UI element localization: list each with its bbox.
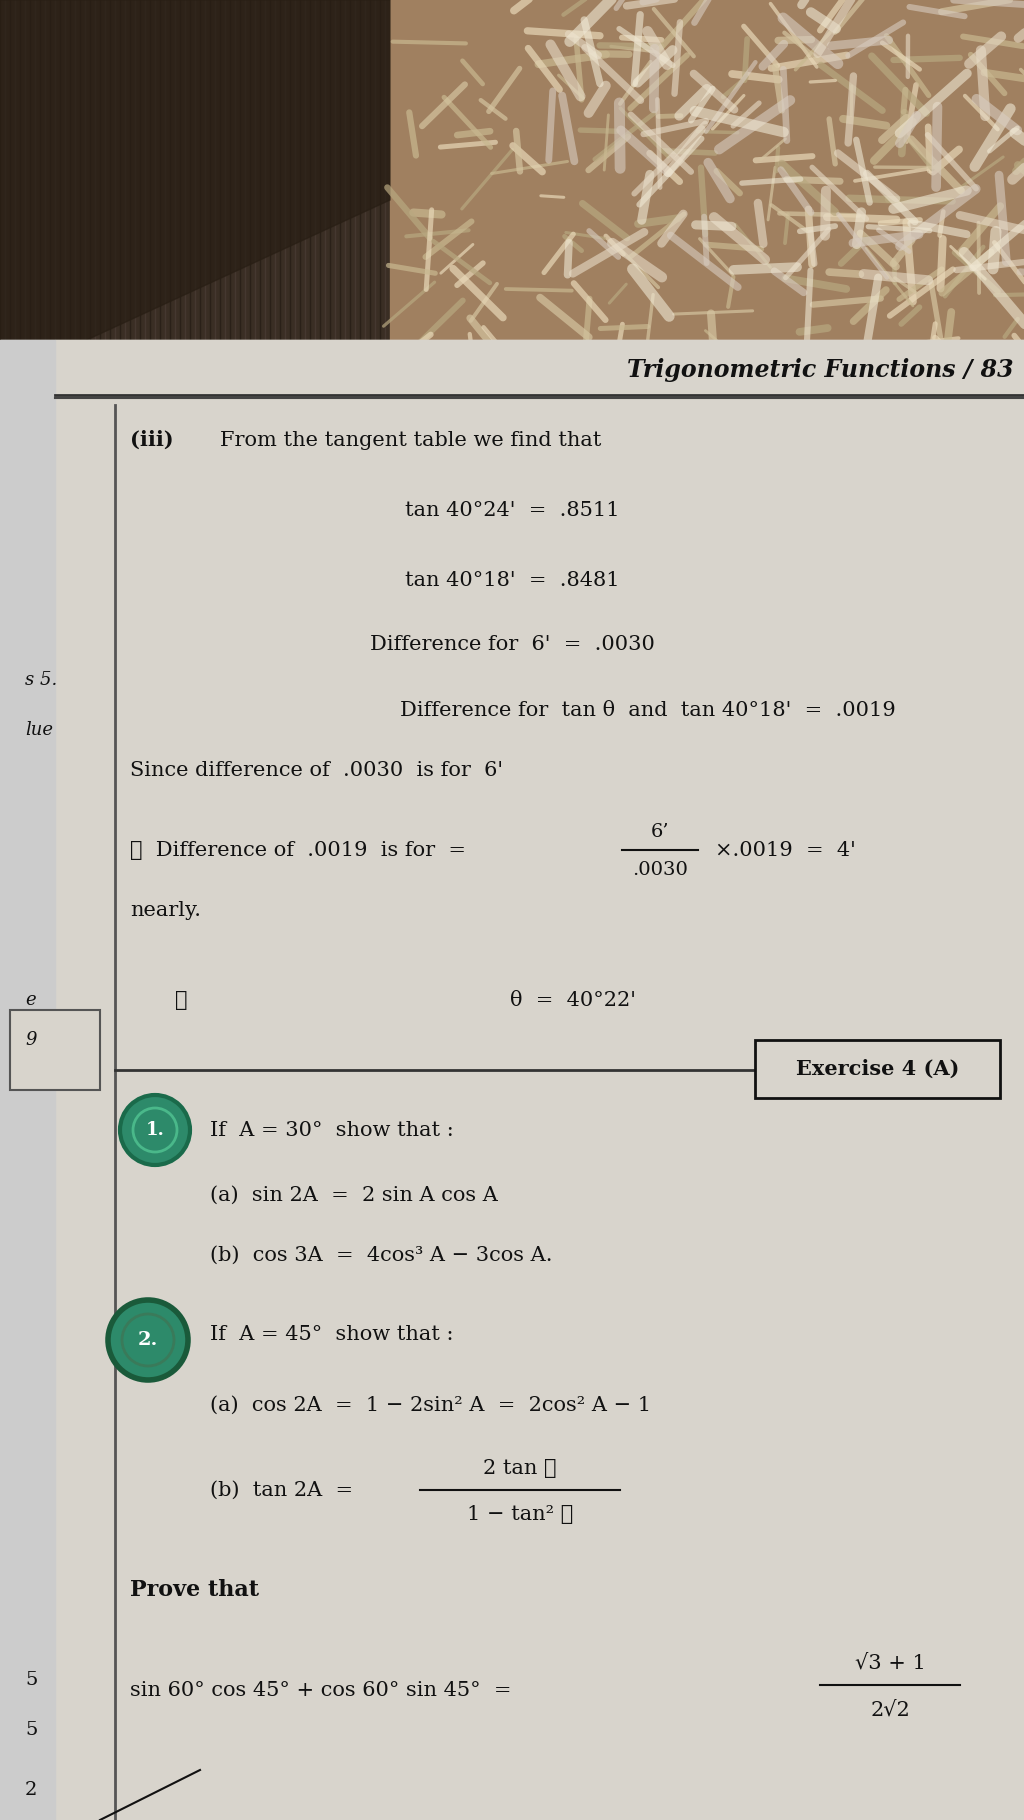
Text: (a)  sin 2A  =  2 sin A cos A: (a) sin 2A = 2 sin A cos A bbox=[210, 1185, 498, 1205]
Text: 1 − tan² Ａ: 1 − tan² Ａ bbox=[467, 1505, 573, 1525]
Text: (a)  cos 2A  =  1 − 2sin² A  =  2cos² A − 1: (a) cos 2A = 1 − 2sin² A = 2cos² A − 1 bbox=[210, 1396, 651, 1414]
Text: If  A = 30°  show that :: If A = 30° show that : bbox=[210, 1121, 454, 1139]
Bar bbox=[0, 340, 55, 1820]
Text: θ  =  40°22': θ = 40°22' bbox=[510, 990, 636, 1010]
Text: ∴: ∴ bbox=[175, 990, 187, 1010]
Text: 5: 5 bbox=[25, 1722, 37, 1738]
Text: s 5.: s 5. bbox=[25, 672, 57, 690]
Bar bbox=[755, 1039, 1000, 1097]
Text: 1.: 1. bbox=[145, 1121, 165, 1139]
Text: Trigonometric Functions / 83: Trigonometric Functions / 83 bbox=[627, 359, 1014, 382]
Text: 9: 9 bbox=[25, 1030, 37, 1048]
Text: tan 40°18'  =  .8481: tan 40°18' = .8481 bbox=[404, 570, 620, 590]
Text: lue: lue bbox=[25, 721, 53, 739]
Bar bbox=[0, 340, 1024, 1820]
Text: tan 40°24'  =  .8511: tan 40°24' = .8511 bbox=[404, 501, 620, 519]
Text: 2.: 2. bbox=[138, 1330, 158, 1349]
Circle shape bbox=[120, 1096, 190, 1165]
Text: If  A = 45°  show that :: If A = 45° show that : bbox=[210, 1325, 454, 1345]
Polygon shape bbox=[0, 0, 390, 380]
Text: (b)  cos 3A  =  4cos³ A − 3cos A.: (b) cos 3A = 4cos³ A − 3cos A. bbox=[210, 1245, 553, 1265]
Text: .0030: .0030 bbox=[632, 861, 688, 879]
Text: 5: 5 bbox=[25, 1671, 37, 1689]
Bar bbox=[55, 340, 1024, 1820]
Text: Difference for  tan θ  and  tan 40°18'  =  .0019: Difference for tan θ and tan 40°18' = .0… bbox=[400, 701, 896, 719]
Text: ×.0019  =  4': ×.0019 = 4' bbox=[715, 841, 856, 859]
Text: e: e bbox=[25, 992, 36, 1008]
Bar bbox=[10, 1010, 100, 1090]
Text: 6’: 6’ bbox=[650, 823, 670, 841]
Circle shape bbox=[108, 1299, 188, 1380]
Text: From the tangent table we find that: From the tangent table we find that bbox=[220, 431, 601, 450]
Text: 2: 2 bbox=[25, 1782, 37, 1798]
Text: 2 tan Ａ: 2 tan Ａ bbox=[483, 1458, 557, 1478]
Text: Exercise 4 (A): Exercise 4 (A) bbox=[797, 1059, 959, 1079]
Text: (b)  tan 2A  =: (b) tan 2A = bbox=[210, 1480, 353, 1500]
Text: nearly.: nearly. bbox=[130, 901, 201, 919]
Bar bbox=[0, 0, 430, 380]
Text: Difference for  6'  =  .0030: Difference for 6' = .0030 bbox=[370, 635, 654, 655]
Text: Since difference of  .0030  is for  6': Since difference of .0030 is for 6' bbox=[130, 761, 503, 779]
Text: √3 + 1: √3 + 1 bbox=[855, 1654, 926, 1673]
Text: 2√2: 2√2 bbox=[870, 1700, 910, 1720]
Text: Prove that: Prove that bbox=[130, 1580, 259, 1602]
Text: sin 60° cos 45° + cos 60° sin 45°  =: sin 60° cos 45° + cos 60° sin 45° = bbox=[130, 1680, 512, 1700]
Text: (iii): (iii) bbox=[130, 430, 174, 450]
Bar bbox=[390, 0, 1024, 400]
Text: ∴  Difference of  .0019  is for  =: ∴ Difference of .0019 is for = bbox=[130, 841, 466, 859]
